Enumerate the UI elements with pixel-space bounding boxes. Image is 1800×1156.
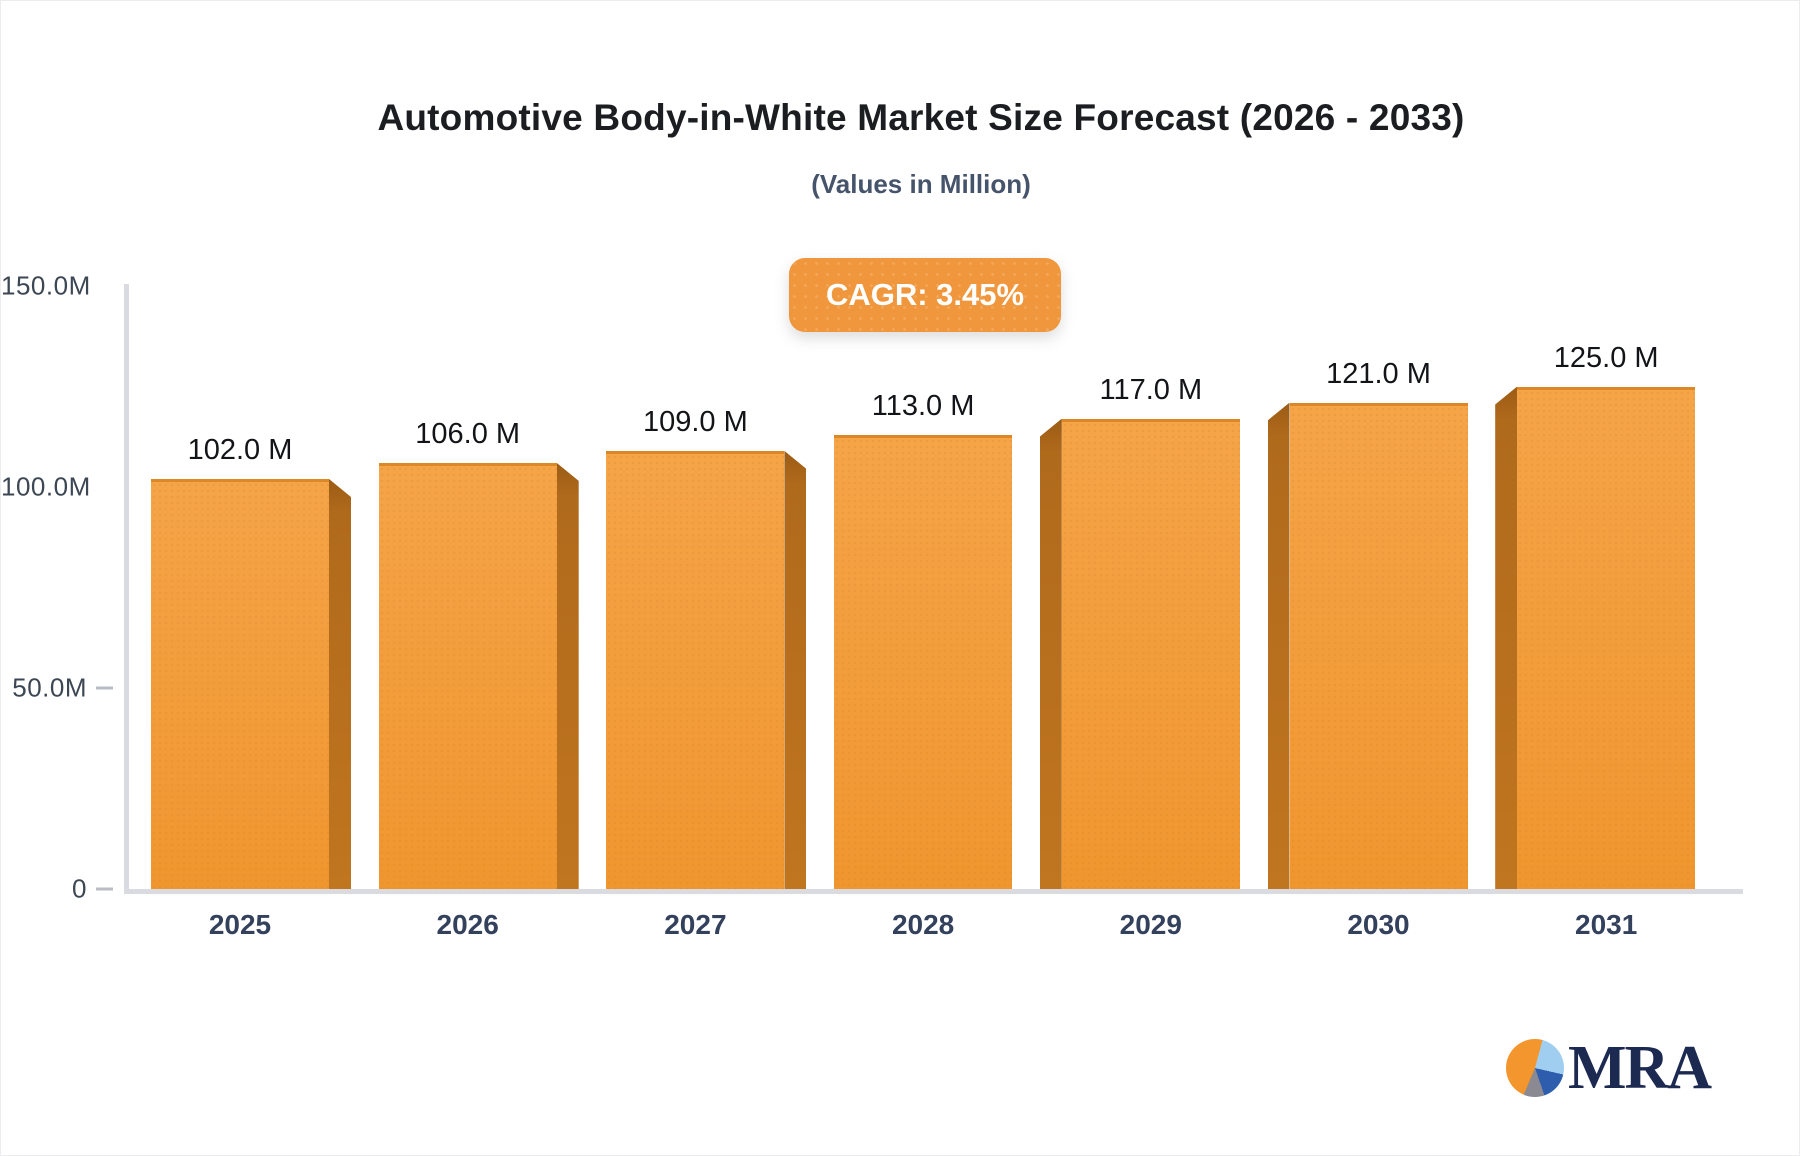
cagr-badge: CAGR: 3.45% [789, 258, 1061, 332]
bar-2030 [1289, 402, 1468, 889]
x-axis-label-2030: 2030 [1347, 909, 1410, 940]
chart-title: Automotive Body-in-White Market Size For… [377, 97, 1465, 138]
bar-2027-side-face [784, 450, 807, 889]
bar-2031 [1517, 386, 1696, 889]
bar-2025-side-face [329, 478, 351, 889]
y-axis-tick-label: 50.0M [12, 672, 87, 703]
bar-2028 [834, 434, 1013, 889]
bar-value-label: 117.0 M [1099, 373, 1203, 406]
x-axis-label-2025: 2025 [208, 909, 272, 940]
y-axis-tick-label: 100.0M [1, 471, 91, 502]
bar-value-label: 109.0 M [642, 405, 748, 438]
x-axis-label-2028: 2028 [891, 909, 955, 940]
chart-subtitle: (Values in Million) [811, 169, 1031, 199]
bar-2026-side-face [556, 462, 579, 889]
bar-value-label: 102.0 M [187, 433, 293, 466]
bar-2031-side-face [1495, 386, 1518, 889]
y-axis-tick-label: 150.0M [1, 270, 91, 301]
y-axis-tick-label: 0 [72, 873, 87, 904]
y-axis-tick-mark [96, 686, 113, 690]
bar-2027 [606, 450, 785, 889]
bar-2030-side-face [1267, 402, 1290, 889]
pie-chart-logo-icon [1506, 1039, 1564, 1097]
bar-value-label: 121.0 M [1326, 357, 1431, 390]
bar-2029 [1061, 418, 1240, 889]
brand-logo-text: MRA [1568, 1034, 1712, 1102]
brand-logo: MRA [1506, 1034, 1712, 1102]
cagr-badge-label: CAGR: 3.45% [825, 277, 1025, 312]
plot-area: 150.0M 100.0M 50.0M 0 102.0 M 2025 106.0 M 2026… [1, 271, 1743, 940]
x-axis-line [124, 889, 1743, 894]
bar-2029-side-face [1039, 418, 1062, 889]
y-axis-line [124, 284, 129, 894]
y-axis-tick-mark [96, 887, 113, 891]
bar-2026 [378, 462, 557, 889]
bar-value-label: 125.0 M [1553, 341, 1659, 374]
bar-2025 [151, 478, 329, 889]
x-axis-label-2026: 2026 [436, 909, 499, 940]
x-axis-label-2031: 2031 [1575, 909, 1638, 940]
x-axis-label-2029: 2029 [1119, 909, 1182, 940]
bar-value-label: 113.0 M [871, 389, 975, 422]
bar-value-label: 106.0 M [415, 417, 521, 450]
x-axis-label-2027: 2027 [664, 909, 727, 940]
